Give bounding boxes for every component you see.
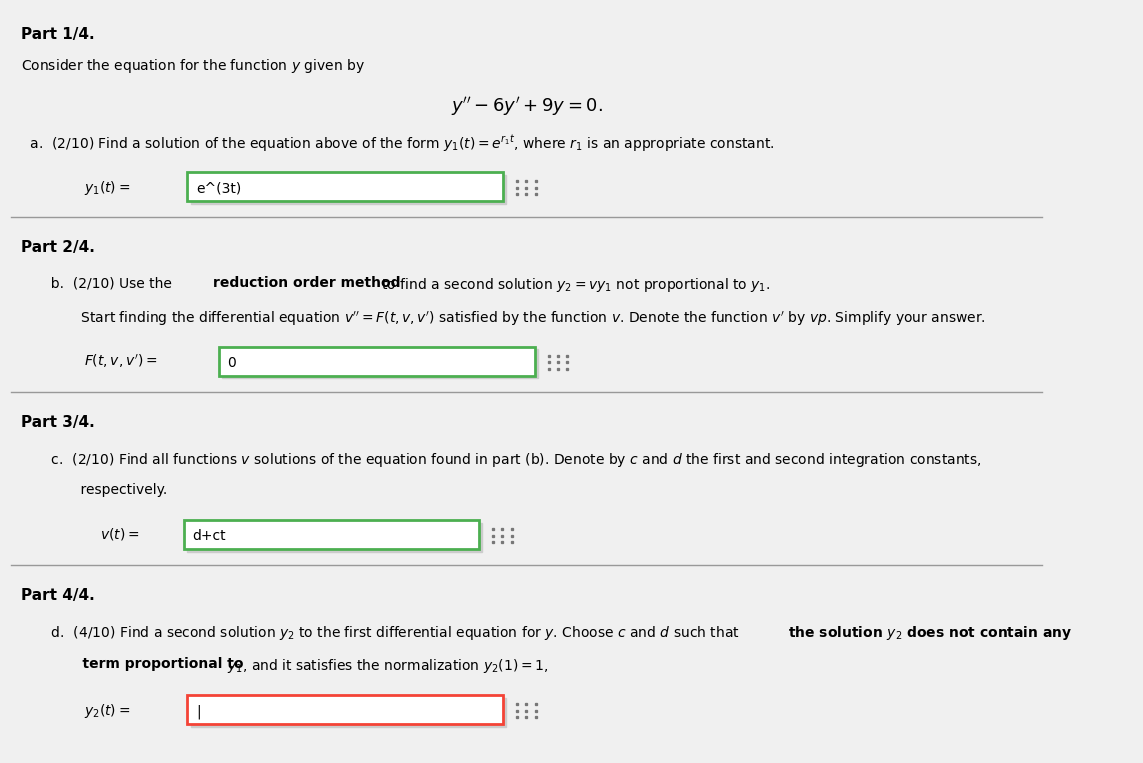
FancyBboxPatch shape [187, 695, 503, 724]
Text: Part 1/4.: Part 1/4. [21, 27, 95, 42]
FancyBboxPatch shape [191, 697, 506, 726]
Text: d+ct: d+ct [193, 530, 226, 543]
Text: Part 3/4.: Part 3/4. [21, 414, 95, 430]
Text: a.  (2/10) Find a solution of the equation above of the form $y_1(t) = e^{r_1 t}: a. (2/10) Find a solution of the equatio… [21, 134, 775, 154]
Text: respectively.: respectively. [63, 484, 167, 497]
Text: Part 2/4.: Part 2/4. [21, 240, 95, 255]
Text: the solution $y_2$ does not contain any: the solution $y_2$ does not contain any [788, 624, 1072, 642]
FancyBboxPatch shape [187, 523, 482, 552]
FancyBboxPatch shape [222, 349, 538, 378]
Text: to find a second solution $y_2 = vy_1$ not proportional to $y_1$.: to find a second solution $y_2 = vy_1$ n… [377, 276, 770, 295]
Text: Start finding the differential equation $v'' = F(t, v, v')$ satisfied by the fun: Start finding the differential equation … [63, 311, 986, 328]
Text: $y_2(t) =$: $y_2(t) =$ [85, 701, 130, 720]
Text: d.  (4/10) Find a second solution $y_2$ to the first differential equation for $: d. (4/10) Find a second solution $y_2$ t… [42, 624, 741, 642]
Text: term proportional to: term proportional to [63, 657, 243, 671]
Text: $y_1$, and it satisfies the normalization $y_2(1) = 1$,: $y_1$, and it satisfies the normalizatio… [223, 657, 549, 674]
Text: $F(t, v, v') =$: $F(t, v, v') =$ [85, 353, 158, 370]
Text: e^(3t): e^(3t) [195, 182, 241, 195]
Text: $y_1(t) =$: $y_1(t) =$ [85, 179, 130, 197]
Text: Consider the equation for the function $y$ given by: Consider the equation for the function $… [21, 56, 365, 75]
Text: c.  (2/10) Find all functions $v$ solutions of the equation found in part (b). D: c. (2/10) Find all functions $v$ solutio… [42, 451, 982, 469]
Text: $v(t) =$: $v(t) =$ [101, 526, 139, 542]
Text: $y'' - 6y' + 9y = 0.$: $y'' - 6y' + 9y = 0.$ [450, 95, 602, 118]
Text: Part 4/4.: Part 4/4. [21, 588, 95, 603]
FancyBboxPatch shape [191, 175, 506, 204]
Text: 0: 0 [227, 356, 237, 370]
FancyBboxPatch shape [184, 520, 479, 549]
FancyBboxPatch shape [187, 172, 503, 201]
Text: reduction order method: reduction order method [213, 276, 400, 291]
Text: b.  (2/10) Use the: b. (2/10) Use the [42, 276, 176, 291]
FancyBboxPatch shape [219, 347, 535, 376]
Text: |: | [195, 704, 200, 719]
